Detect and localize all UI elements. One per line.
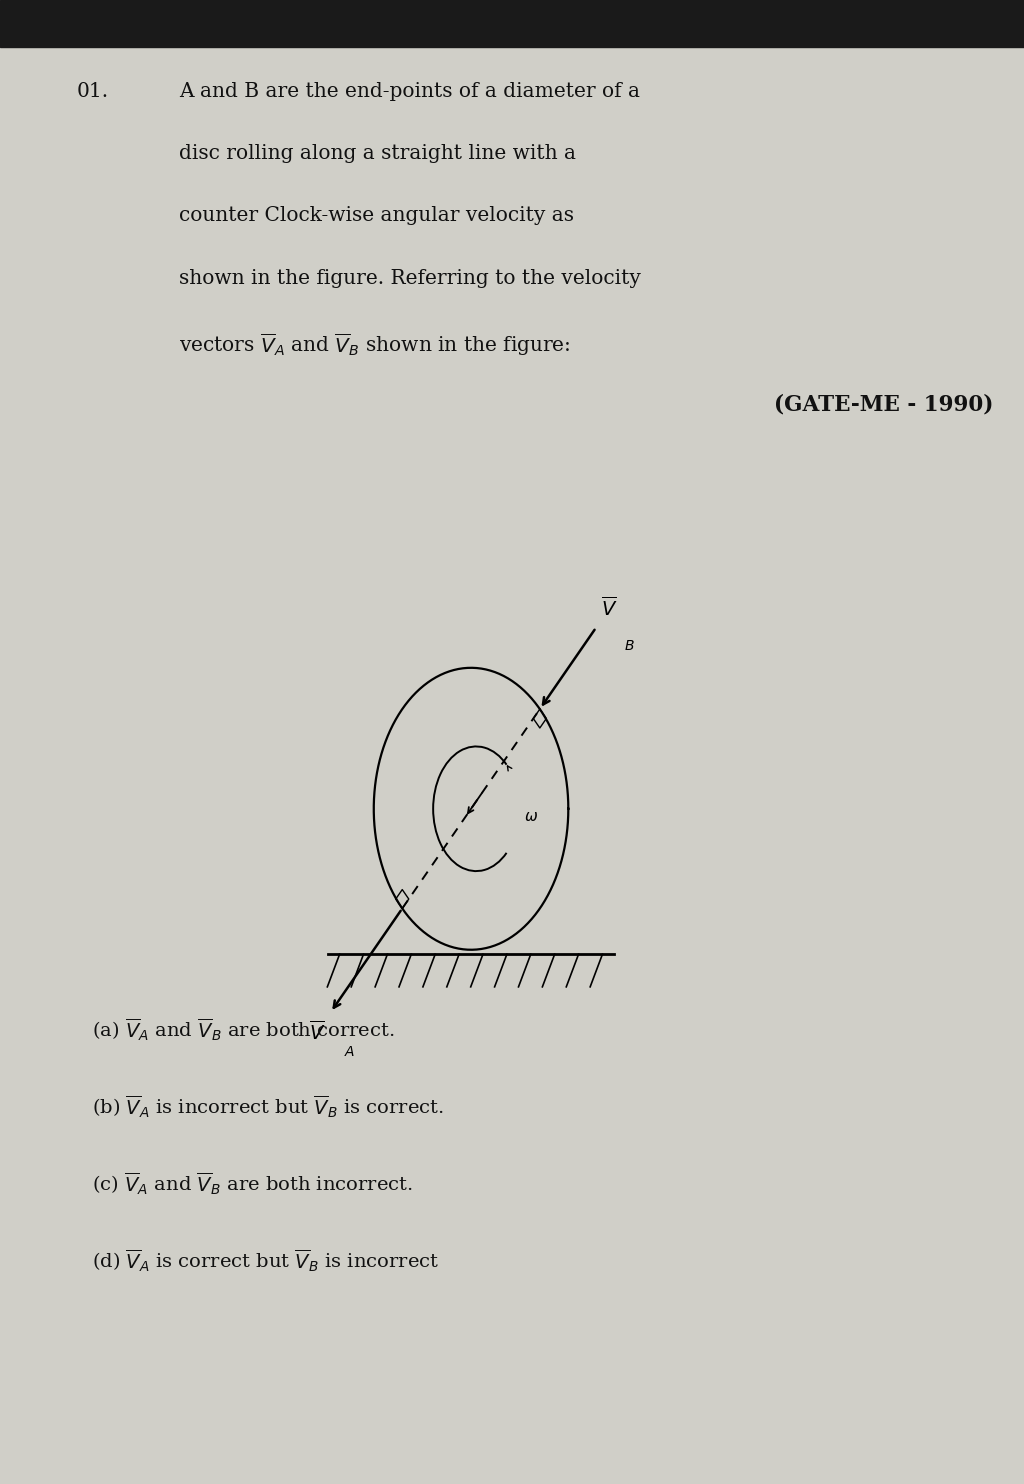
Text: (c) $\overline{V}_A$ and $\overline{V}_B$ are both incorrect.: (c) $\overline{V}_A$ and $\overline{V}_B…	[92, 1171, 413, 1198]
Text: A and B are the end-points of a diameter of a: A and B are the end-points of a diameter…	[179, 82, 640, 101]
Text: $\overline{V}$: $\overline{V}$	[601, 597, 617, 620]
Text: 01.: 01.	[77, 82, 109, 101]
Text: (GATE-ME - 1990): (GATE-ME - 1990)	[774, 393, 993, 416]
Bar	[0, 0, 1024, 47]
Text: (d) $\overline{V}_A$ is correct but $\overline{V}_B$ is incorrect: (d) $\overline{V}_A$ is correct but $\ov…	[92, 1248, 439, 1275]
Text: (b) $\overline{V}_A$ is incorrect but $\overline{V}_B$ is correct.: (b) $\overline{V}_A$ is incorrect but $\…	[92, 1094, 443, 1120]
Text: counter Clock-wise angular velocity as: counter Clock-wise angular velocity as	[179, 206, 574, 226]
Text: (a) $\overline{V}_A$ and $\overline{V}_B$ are both correct.: (a) $\overline{V}_A$ and $\overline{V}_B…	[92, 1017, 395, 1043]
Text: $A$: $A$	[344, 1045, 355, 1060]
Text: shown in the figure. Referring to the velocity: shown in the figure. Referring to the ve…	[179, 269, 641, 288]
Text: $\omega$: $\omega$	[524, 809, 539, 824]
Text: $B$: $B$	[624, 640, 635, 653]
Text: vectors $\overline{V}_A$ and $\overline{V}_B$ shown in the figure:: vectors $\overline{V}_A$ and $\overline{…	[179, 331, 570, 358]
Text: disc rolling along a straight line with a: disc rolling along a straight line with …	[179, 144, 577, 163]
Text: $\overline{V}$: $\overline{V}$	[309, 1020, 326, 1043]
